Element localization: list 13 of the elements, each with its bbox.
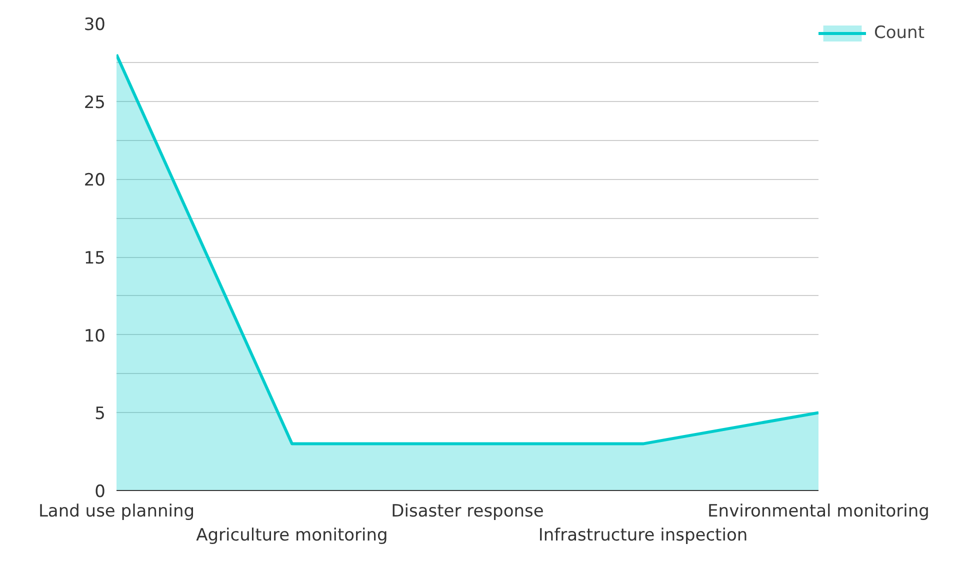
x-tick-label: Land use planning <box>38 502 195 522</box>
legend-label: Count <box>874 23 924 43</box>
y-tick-label: 20 <box>84 170 106 191</box>
y-tick-label: 30 <box>84 15 106 35</box>
x-tick-label: Agriculture monitoring <box>196 526 388 546</box>
y-tick-label: 0 <box>94 482 106 502</box>
y-tick-label: 10 <box>84 326 106 346</box>
x-tick-label: Disaster response <box>391 502 544 522</box>
y-tick-label: 5 <box>94 404 106 424</box>
y-tick-label: 15 <box>84 248 106 268</box>
x-tick-label: Environmental monitoring <box>708 502 930 522</box>
y-tick-label: 25 <box>84 92 106 113</box>
x-tick-label: Infrastructure inspection <box>538 526 748 546</box>
